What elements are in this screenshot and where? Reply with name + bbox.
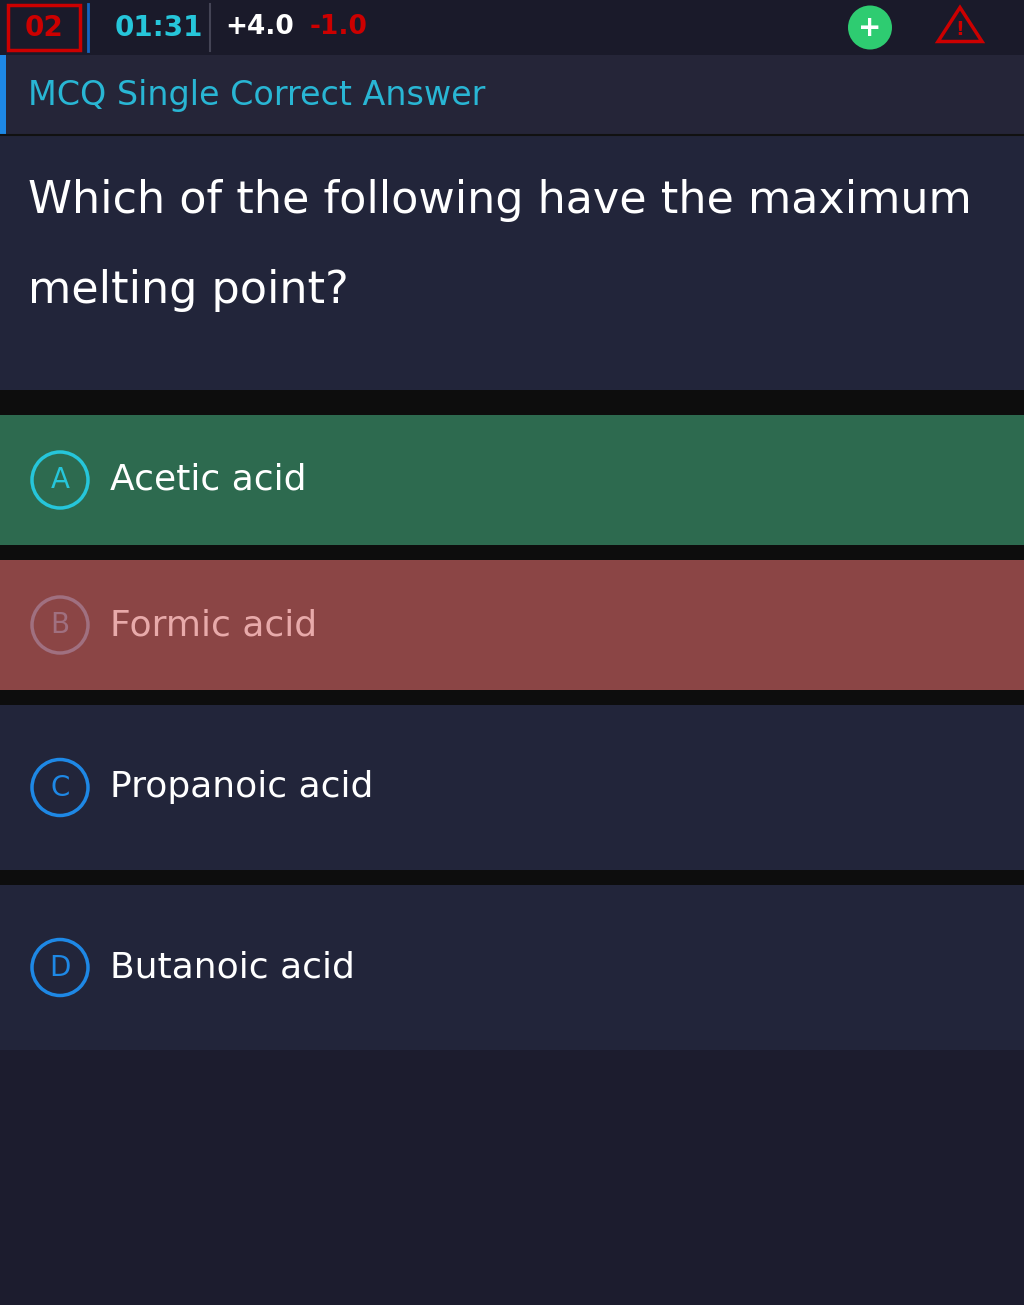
FancyBboxPatch shape xyxy=(0,134,1024,390)
FancyBboxPatch shape xyxy=(0,870,1024,885)
Text: melting point?: melting point? xyxy=(28,269,349,312)
FancyBboxPatch shape xyxy=(0,560,1024,690)
Text: Butanoic acid: Butanoic acid xyxy=(110,950,355,984)
Circle shape xyxy=(848,5,892,50)
Text: +: + xyxy=(858,13,882,42)
Text: Which of the following have the maximum: Which of the following have the maximum xyxy=(28,179,972,222)
FancyBboxPatch shape xyxy=(0,390,1024,415)
Text: A: A xyxy=(50,466,70,495)
FancyBboxPatch shape xyxy=(0,545,1024,560)
FancyBboxPatch shape xyxy=(0,705,1024,870)
FancyBboxPatch shape xyxy=(0,0,1024,55)
FancyBboxPatch shape xyxy=(0,415,1024,545)
Text: 01:31: 01:31 xyxy=(115,13,204,42)
Text: D: D xyxy=(49,954,71,981)
Text: Formic acid: Formic acid xyxy=(110,608,317,642)
FancyBboxPatch shape xyxy=(0,690,1024,705)
Text: +4.0: +4.0 xyxy=(225,14,294,40)
FancyBboxPatch shape xyxy=(0,1051,1024,1305)
Text: Propanoic acid: Propanoic acid xyxy=(110,770,374,804)
Text: MCQ Single Correct Answer: MCQ Single Correct Answer xyxy=(28,78,485,111)
Text: Acetic acid: Acetic acid xyxy=(110,463,306,497)
Text: 02: 02 xyxy=(25,13,63,42)
Text: -1.0: -1.0 xyxy=(310,14,368,40)
FancyBboxPatch shape xyxy=(0,55,6,134)
Text: B: B xyxy=(50,611,70,639)
FancyBboxPatch shape xyxy=(0,55,1024,134)
FancyBboxPatch shape xyxy=(0,885,1024,1051)
Text: !: ! xyxy=(955,20,965,39)
Text: C: C xyxy=(50,774,70,801)
